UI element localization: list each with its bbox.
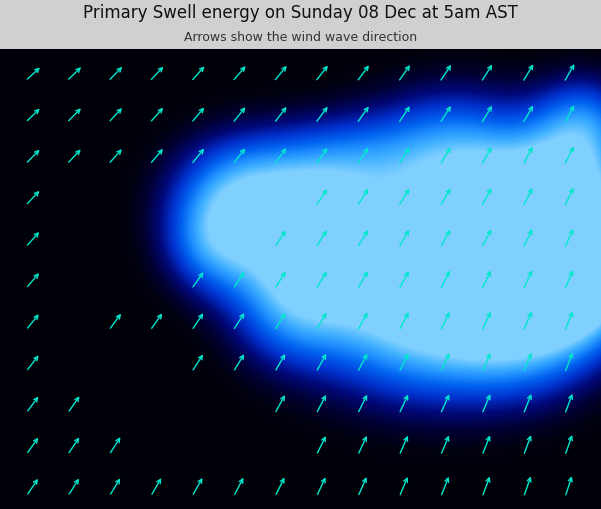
Text: Primary Swell energy on Sunday 08 Dec at 5am AST: Primary Swell energy on Sunday 08 Dec at… (83, 4, 518, 21)
Text: Arrows show the wind wave direction: Arrows show the wind wave direction (184, 31, 417, 44)
